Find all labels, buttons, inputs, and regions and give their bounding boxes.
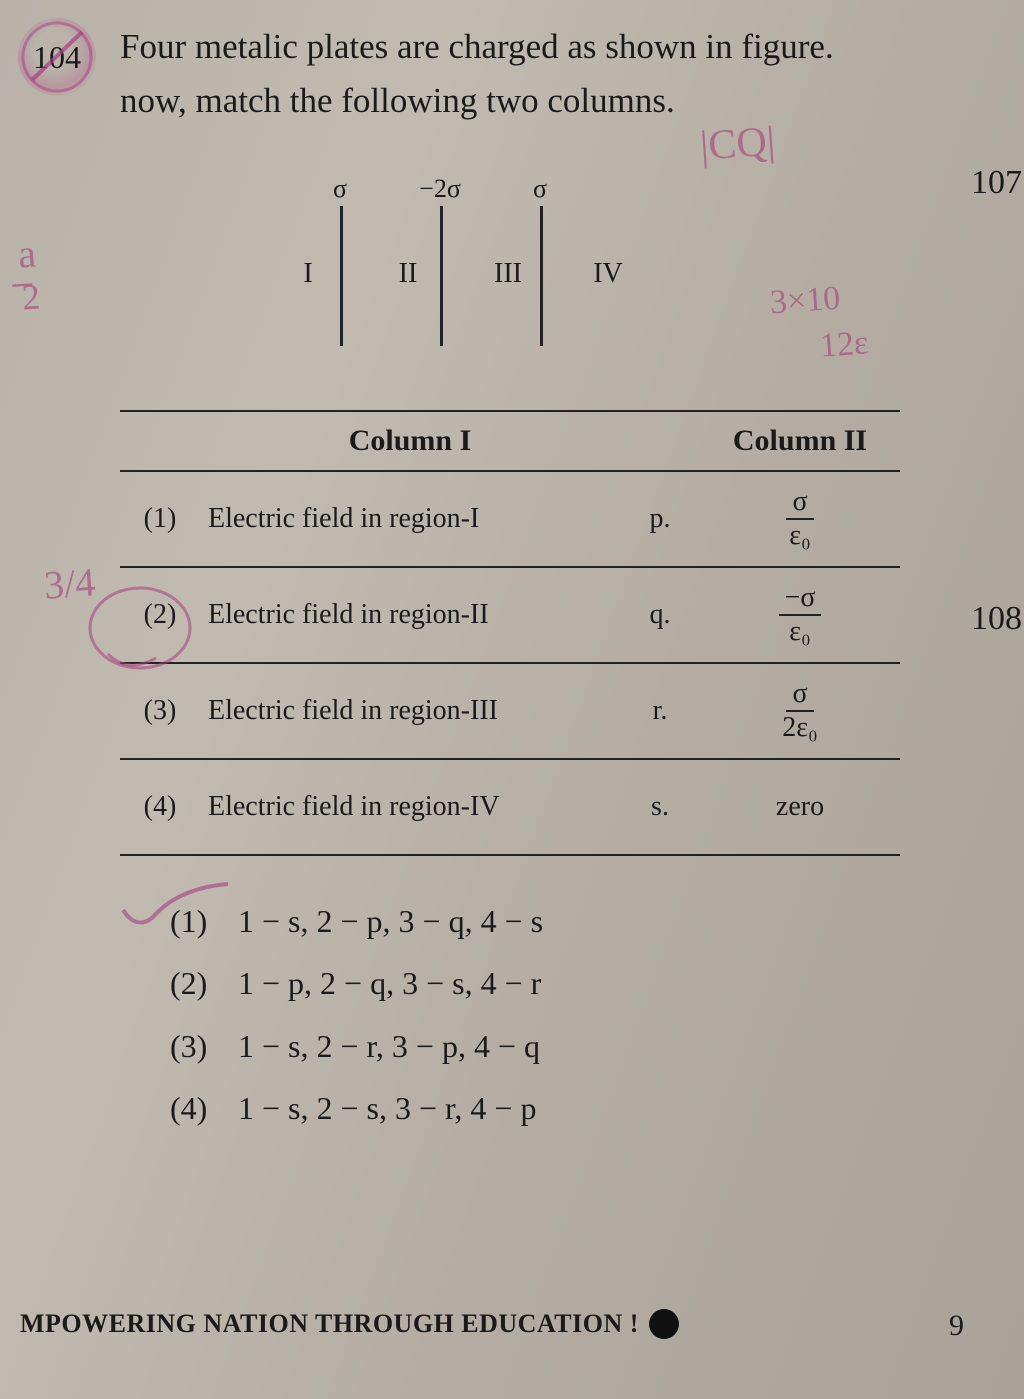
question-text-line2: now, match the following two columns.	[120, 81, 675, 120]
region-label-4: IV	[568, 258, 648, 290]
row-text: Electric field in region-III	[200, 695, 620, 727]
footer-dot-icon	[649, 1309, 679, 1339]
region-label-3: III	[468, 258, 548, 290]
page: 104 Four metalic plates are charged as s…	[0, 0, 1024, 1399]
row-value: σ ε₀	[700, 488, 900, 550]
sigma-label-3: σ	[500, 174, 580, 204]
handwriting-mark: 3×10	[769, 280, 842, 323]
table-row: (3) Electric field in region-III r. σ 2ε…	[120, 664, 900, 760]
row-label: p.	[620, 503, 700, 535]
plates-diagram: σ −2σ σ I II III IV	[280, 170, 640, 350]
option-row: (4) 1 − s, 2 − s, 3 − r, 4 − p	[170, 1077, 543, 1139]
row-label: r.	[620, 695, 700, 727]
table-row: (2) Electric field in region-II q. −σ ε₀	[120, 568, 900, 664]
pen-circle-icon	[88, 584, 198, 680]
question-text-line1: Four metalic plates are charged as shown…	[120, 27, 834, 66]
table-header-row: Column I Column II	[120, 412, 900, 472]
option-text: 1 − s, 2 − p, 3 − q, 4 − s	[238, 890, 543, 952]
region-label-2: II	[368, 258, 448, 290]
question-number-badge: 104	[18, 18, 96, 96]
table-header-col2: Column II	[700, 412, 900, 470]
handwriting-mark: |CQ|	[698, 117, 776, 170]
row-text: Electric field in region-II	[200, 599, 620, 631]
handwriting-mark: 3/4	[42, 558, 96, 608]
footer-text: MPOWERING NATION THROUGH EDUCATION !	[20, 1309, 639, 1339]
row-label: q.	[620, 599, 700, 631]
table-row: (1) Electric field in region-I p. σ ε₀	[120, 472, 900, 568]
pen-strike-icon	[18, 18, 96, 96]
sigma-label-1: σ	[300, 174, 380, 204]
option-row: (2) 1 − p, 2 − q, 3 − s, 4 − r	[170, 952, 543, 1014]
option-text: 1 − p, 2 − q, 3 − s, 4 − r	[238, 952, 541, 1014]
option-num: (4)	[170, 1077, 226, 1139]
side-number-top: 107	[971, 164, 1022, 202]
option-row: (3) 1 − s, 2 − r, 3 − p, 4 − q	[170, 1015, 543, 1077]
row-num: (4)	[120, 791, 200, 823]
option-text: 1 − s, 2 − r, 3 − p, 4 − q	[238, 1015, 540, 1077]
match-table: Column I Column II (1) Electric field in…	[120, 410, 900, 856]
side-number-mid: 108	[971, 600, 1022, 638]
row-value: zero	[700, 791, 900, 823]
sigma-label-2: −2σ	[400, 174, 480, 204]
page-number: 9	[949, 1309, 964, 1343]
row-value: σ 2ε₀	[700, 680, 900, 742]
region-label-1: I	[268, 258, 348, 290]
table-row: (4) Electric field in region-IV s. zero	[120, 760, 900, 856]
row-num: (3)	[120, 695, 200, 727]
row-num: (1)	[120, 503, 200, 535]
page-footer: MPOWERING NATION THROUGH EDUCATION ! 9	[0, 1309, 1024, 1339]
option-text: 1 − s, 2 − s, 3 − r, 4 − p	[238, 1077, 536, 1139]
option-num: (3)	[170, 1015, 226, 1077]
handwriting-mark: 2	[21, 275, 42, 318]
handwriting-mark: 12ε	[819, 324, 870, 365]
pen-tick-icon	[118, 880, 238, 940]
option-num: (2)	[170, 952, 226, 1014]
row-label: s.	[620, 791, 700, 823]
row-text: Electric field in region-I	[200, 503, 620, 535]
table-header-col1: Column I	[200, 412, 620, 470]
question-text: Four metalic plates are charged as shown…	[120, 20, 964, 129]
row-text: Electric field in region-IV	[200, 791, 620, 823]
row-value: −σ ε₀	[700, 584, 900, 646]
